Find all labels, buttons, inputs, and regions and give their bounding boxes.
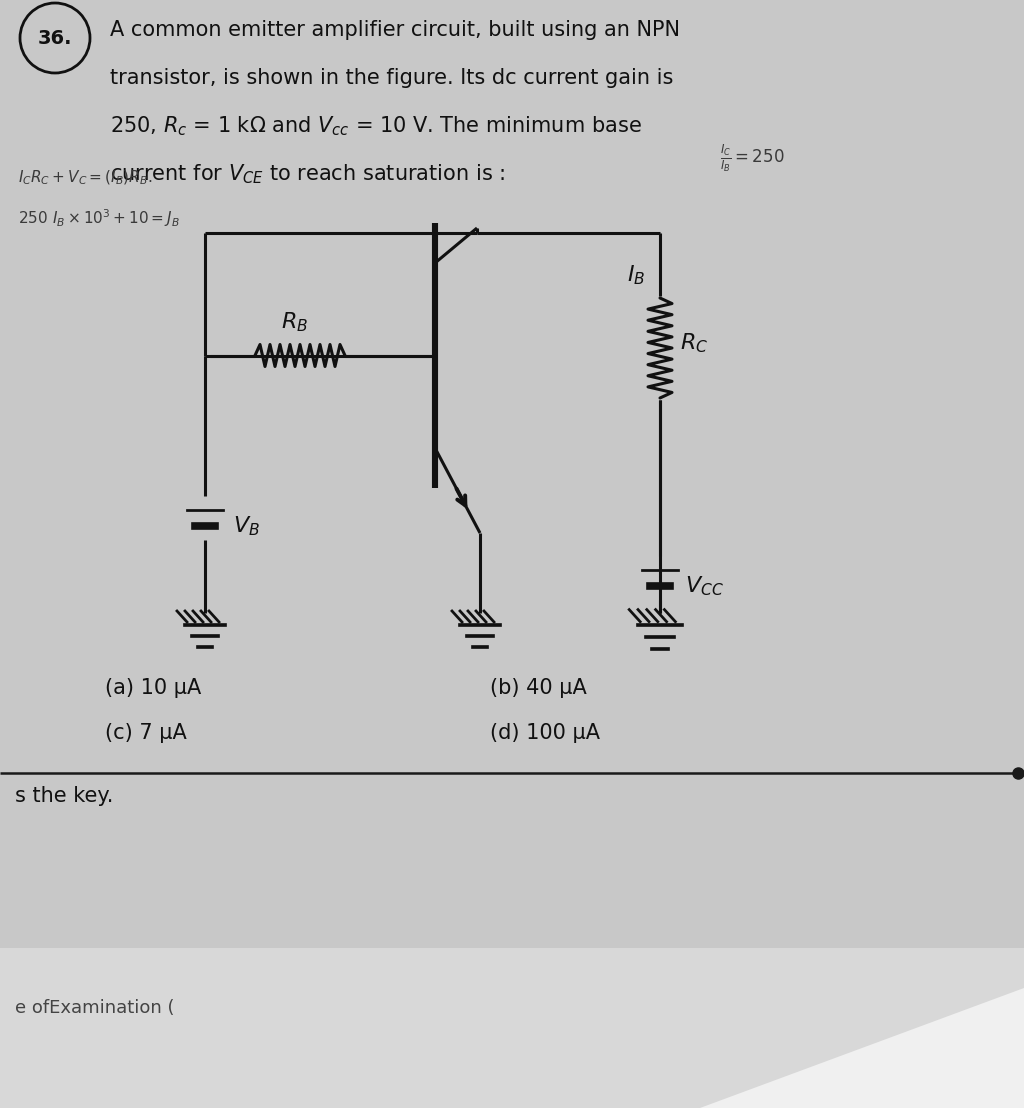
Text: A common emitter amplifier circuit, built using an NPN: A common emitter amplifier circuit, buil… [110, 20, 680, 40]
Text: $\frac{I_C}{I_B} = 250$: $\frac{I_C}{I_B} = 250$ [720, 142, 784, 174]
Text: (d) 100 μA: (d) 100 μA [490, 724, 600, 743]
Text: (b) 40 μA: (b) 40 μA [490, 678, 587, 698]
Text: current for $V_{CE}$ to reach saturation is :: current for $V_{CE}$ to reach saturation… [110, 162, 505, 186]
Text: $R_B$: $R_B$ [282, 310, 308, 334]
Text: (a) 10 μA: (a) 10 μA [105, 678, 202, 698]
Text: $I_CR_C+V_C = (I_B)R_B.$: $I_CR_C+V_C = (I_B)R_B.$ [18, 168, 153, 187]
Text: e ofExamination (: e ofExamination ( [15, 999, 174, 1017]
Text: 36.: 36. [38, 29, 73, 48]
FancyBboxPatch shape [0, 948, 1024, 1108]
Text: $V_{CC}$: $V_{CC}$ [685, 574, 724, 598]
Polygon shape [500, 988, 1024, 1108]
Text: 250, $R_c$ = 1 k$\Omega$ and $V_{cc}$ = 10 V. The minimum base: 250, $R_c$ = 1 k$\Omega$ and $V_{cc}$ = … [110, 114, 642, 137]
Text: $V_B$: $V_B$ [233, 514, 260, 537]
Text: (c) 7 μA: (c) 7 μA [105, 724, 186, 743]
Text: $250\ I_B\times 10^3 + 10 = J_B$: $250\ I_B\times 10^3 + 10 = J_B$ [18, 207, 180, 229]
Text: $I_B$: $I_B$ [627, 264, 645, 287]
Text: $R_C$: $R_C$ [680, 331, 709, 355]
Text: transistor, is shown in the figure. Its dc current gain is: transistor, is shown in the figure. Its … [110, 68, 674, 88]
Text: s the key.: s the key. [15, 786, 114, 806]
